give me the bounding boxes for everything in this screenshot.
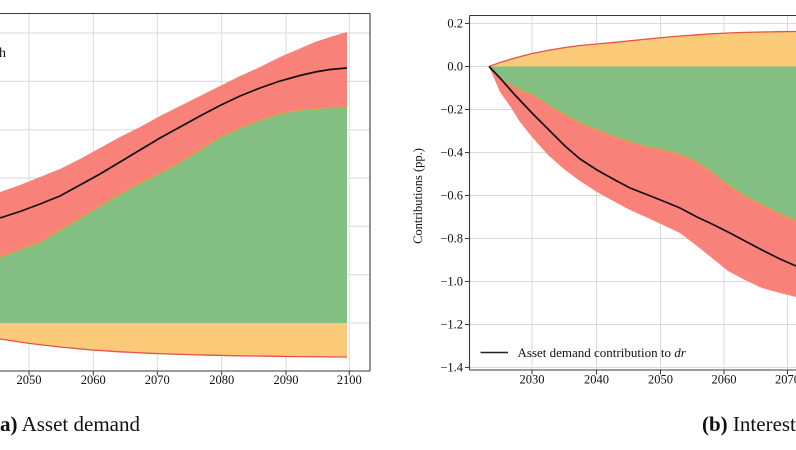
y-tick-label: −0.8 [440, 232, 463, 246]
panel-b-ylabel: Contributions (pp.) [411, 148, 425, 244]
panel-b-y-tick-labels: 0.2 0.0 −0.2 −0.4 −0.6 −0.8 −1.0 −1.2 −1… [440, 17, 463, 375]
y-tick-label: −1.2 [440, 318, 463, 332]
panel-b-legend: Asset demand contribution to dr [481, 345, 687, 360]
x-tick-label: 2040 [584, 373, 609, 387]
x-tick-label: 2080 [209, 373, 234, 387]
panel-a-caption-label: a) [0, 412, 18, 436]
panel-b-caption-text: Interest rate [728, 412, 796, 436]
panel-a-yellow-band [0, 323, 347, 357]
legend-label-italic: dr [674, 345, 687, 360]
panel-a-tick-marks [29, 371, 349, 376]
panel-a-x-tick-labels: 2050 2060 2070 2080 2090 2100 [17, 373, 362, 387]
panel-a-caption: a) Asset demand [0, 412, 140, 436]
x-tick-label: 2060 [81, 373, 106, 387]
y-tick-label: −1.4 [440, 361, 463, 375]
y-tick-label: −0.4 [440, 146, 463, 160]
x-tick-label: 2050 [648, 373, 673, 387]
x-tick-label: 2070 [145, 373, 170, 387]
panel-a-caption-text: Asset demand [18, 412, 141, 436]
x-tick-label: 2050 [17, 373, 42, 387]
x-tick-label: 2090 [274, 373, 299, 387]
panel-a: h 2050 2060 2070 2080 2090 2100 a) Asset… [0, 14, 370, 437]
x-tick-label: 2100 [337, 373, 362, 387]
y-tick-label: −0.6 [440, 189, 463, 203]
panel-b-caption-label: (b) [702, 412, 728, 436]
x-tick-label: 2030 [520, 373, 545, 387]
panel-b-x-tick-labels: 2030 2040 2050 2060 2070 [520, 373, 796, 387]
panel-b-caption: (b) Interest rate [702, 412, 796, 436]
x-tick-label: 2060 [712, 373, 737, 387]
legend-label: Asset demand contribution to dr [518, 345, 687, 360]
x-tick-label: 2070 [775, 373, 796, 387]
y-tick-label: 0.0 [447, 60, 463, 74]
y-tick-label: 0.2 [447, 17, 463, 31]
y-tick-label: −1.0 [440, 275, 463, 289]
y-tick-label: −0.2 [440, 103, 463, 117]
panel-a-legend-fragment: h [0, 46, 6, 61]
panel-b-yellow-area [489, 32, 796, 67]
legend-label-text: Asset demand contribution to [518, 345, 675, 360]
panel-b: 0.2 0.0 −0.2 −0.4 −0.6 −0.8 −1.0 −1.2 −1… [411, 16, 796, 437]
